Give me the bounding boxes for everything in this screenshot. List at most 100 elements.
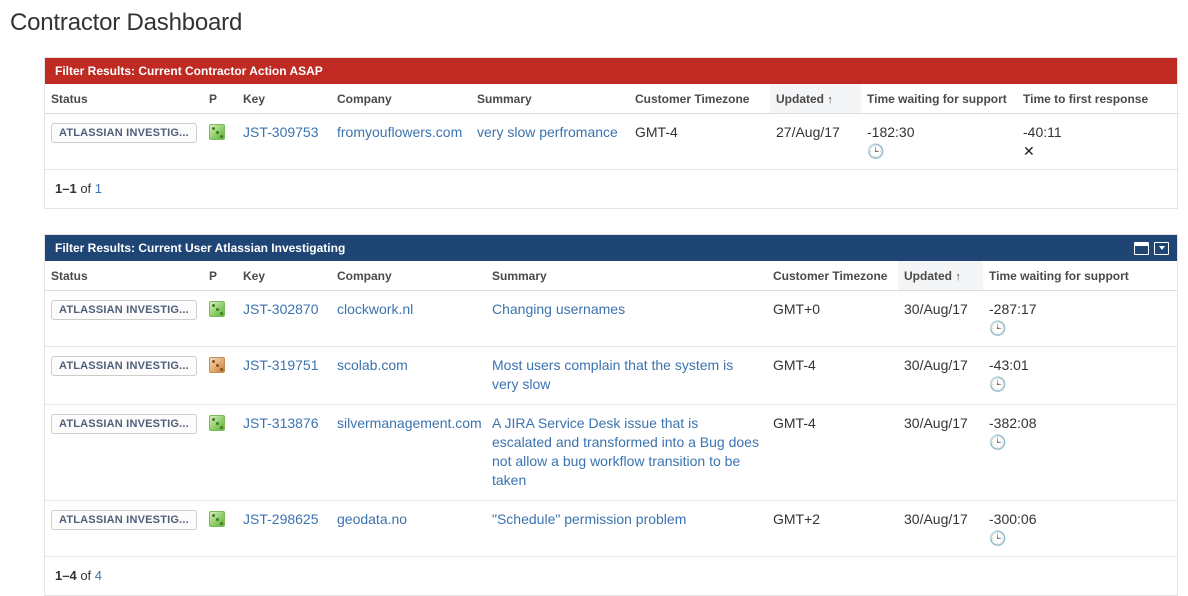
column-header-priority[interactable]: P (203, 261, 237, 291)
column-header-summary[interactable]: Summary (486, 261, 767, 291)
time-waiting-value: -300:06 (989, 511, 1037, 527)
column-header-updated-label: Updated (776, 92, 824, 106)
pagination-summary: 1–1 of 1 (45, 170, 1177, 208)
cell-company: geodata.no (331, 500, 486, 557)
column-header-status[interactable]: Status (45, 84, 203, 114)
sort-ascending-icon: ↑ (955, 271, 961, 283)
sort-ascending-icon: ↑ (827, 94, 833, 106)
gadget-contractor-action-asap: Filter Results: Current Contractor Actio… (44, 57, 1179, 209)
column-header-updated[interactable]: Updated ↑ (898, 261, 983, 291)
company-link[interactable]: silvermanagement.com (337, 415, 482, 431)
cell-company: scolab.com (331, 346, 486, 405)
table-row: ATLASSIAN INVESTIG... JST-298625 geodata… (45, 500, 1177, 557)
cell-status: ATLASSIAN INVESTIG... (45, 500, 203, 557)
cell-priority (203, 113, 237, 170)
gadget-header[interactable]: Filter Results: Current User Atlassian I… (45, 235, 1177, 261)
cell-key: JST-302870 (237, 290, 331, 347)
time-waiting-value: -43:01 (989, 357, 1029, 373)
cell-company: clockwork.nl (331, 290, 486, 347)
summary-link[interactable]: "Schedule" permission problem (492, 511, 687, 527)
first-response-value: -40:11 (1023, 124, 1062, 140)
column-header-customer-timezone[interactable]: Customer Timezone (629, 84, 770, 114)
pagination-total-link[interactable]: 4 (94, 568, 103, 583)
summary-link[interactable]: very slow perfromance (477, 124, 618, 140)
cell-customer-timezone: GMT-4 (767, 346, 898, 405)
summary-link[interactable]: Most users complain that the system is v… (492, 357, 734, 392)
minimize-icon[interactable] (1134, 241, 1149, 255)
priority-low-icon (209, 511, 225, 527)
clock-icon: 🕒 (867, 143, 885, 159)
gadget-header-controls (1134, 241, 1169, 255)
cell-customer-timezone: GMT+0 (767, 290, 898, 347)
priority-low-icon (209, 415, 225, 431)
cell-updated: 30/Aug/17 (898, 500, 983, 557)
cell-time-to-first-response: -40:11 ✕ (1017, 113, 1179, 170)
cell-status: ATLASSIAN INVESTIG... (45, 404, 203, 501)
page-title: Contractor Dashboard (10, 9, 243, 36)
table-header-row: Status P Key Company Summary Customer Ti… (45, 261, 1177, 291)
gadget-current-user-atlassian-investigating: Filter Results: Current User Atlassian I… (44, 234, 1178, 596)
cross-icon: ✕ (1023, 143, 1035, 159)
column-header-customer-timezone[interactable]: Customer Timezone (767, 261, 898, 291)
issue-key-link[interactable]: JST-302870 (243, 301, 319, 317)
column-header-company[interactable]: Company (331, 84, 471, 114)
clock-icon: 🕒 (989, 320, 1007, 336)
company-link[interactable]: geodata.no (337, 511, 408, 527)
company-link[interactable]: fromyouflowers.com (337, 124, 463, 140)
summary-link[interactable]: Changing usernames (492, 301, 626, 317)
cell-customer-timezone: GMT+2 (767, 500, 898, 557)
cell-time-waiting-for-support: -43:01 🕒 (983, 346, 1177, 405)
status-badge: ATLASSIAN INVESTIG... (51, 510, 197, 530)
column-header-summary[interactable]: Summary (471, 84, 629, 114)
pagination-range: 1–1 (55, 181, 77, 196)
time-waiting-value: -287:17 (989, 301, 1037, 317)
cell-status: ATLASSIAN INVESTIG... (45, 113, 203, 170)
pagination-total-link[interactable]: 1 (94, 181, 103, 196)
issue-key-link[interactable]: JST-313876 (243, 415, 319, 431)
column-header-priority[interactable]: P (203, 84, 237, 114)
chevron-down-icon[interactable] (1154, 241, 1169, 255)
column-header-time-to-first-response[interactable]: Time to first response (1017, 84, 1179, 114)
table-row: ATLASSIAN INVESTIG... JST-309753 fromyou… (45, 113, 1179, 170)
cell-updated: 30/Aug/17 (898, 404, 983, 501)
cell-updated: 30/Aug/17 (898, 290, 983, 347)
issue-key-link[interactable]: JST-319751 (243, 357, 319, 373)
column-header-time-waiting-for-support[interactable]: Time waiting for support (861, 84, 1017, 114)
cell-priority (203, 346, 237, 405)
status-badge: ATLASSIAN INVESTIG... (51, 300, 197, 320)
column-header-updated[interactable]: Updated ↑ (770, 84, 861, 114)
issues-table: Status P Key Company Summary Customer Ti… (45, 261, 1177, 557)
cell-time-waiting-for-support: -287:17 🕒 (983, 290, 1177, 347)
table-row: ATLASSIAN INVESTIG... JST-302870 clockwo… (45, 290, 1177, 347)
pagination-of: of (80, 181, 92, 196)
column-header-status[interactable]: Status (45, 261, 203, 291)
cell-time-waiting-for-support: -182:30 🕒 (861, 113, 1017, 170)
column-header-company[interactable]: Company (331, 261, 486, 291)
cell-updated: 30/Aug/17 (898, 346, 983, 405)
cell-summary: "Schedule" permission problem (486, 500, 767, 557)
table-header-row: Status P Key Company Summary Customer Ti… (45, 84, 1179, 114)
cell-summary: Most users complain that the system is v… (486, 346, 767, 405)
issue-key-link[interactable]: JST-309753 (243, 124, 319, 140)
cell-status: ATLASSIAN INVESTIG... (45, 346, 203, 405)
summary-link[interactable]: A JIRA Service Desk issue that is escala… (492, 415, 759, 488)
gadget-title: Filter Results: Current Contractor Actio… (55, 64, 323, 78)
cell-summary: very slow perfromance (471, 113, 629, 170)
time-waiting-value: -382:08 (989, 415, 1037, 431)
column-header-time-waiting-for-support[interactable]: Time waiting for support (983, 261, 1177, 291)
cell-updated: 27/Aug/17 (770, 113, 861, 170)
company-link[interactable]: scolab.com (337, 357, 408, 373)
issue-key-link[interactable]: JST-298625 (243, 511, 319, 527)
pagination-summary: 1–4 of 4 (45, 557, 1177, 595)
cell-priority (203, 500, 237, 557)
column-header-key[interactable]: Key (237, 261, 331, 291)
cell-key: JST-309753 (237, 113, 331, 170)
cell-company: fromyouflowers.com (331, 113, 471, 170)
cell-time-waiting-for-support: -300:06 🕒 (983, 500, 1177, 557)
column-header-key[interactable]: Key (237, 84, 331, 114)
status-badge: ATLASSIAN INVESTIG... (51, 414, 197, 434)
issues-table: Status P Key Company Summary Customer Ti… (45, 84, 1179, 170)
cell-customer-timezone: GMT-4 (767, 404, 898, 501)
gadget-header[interactable]: Filter Results: Current Contractor Actio… (45, 58, 1177, 84)
company-link[interactable]: clockwork.nl (337, 301, 414, 317)
